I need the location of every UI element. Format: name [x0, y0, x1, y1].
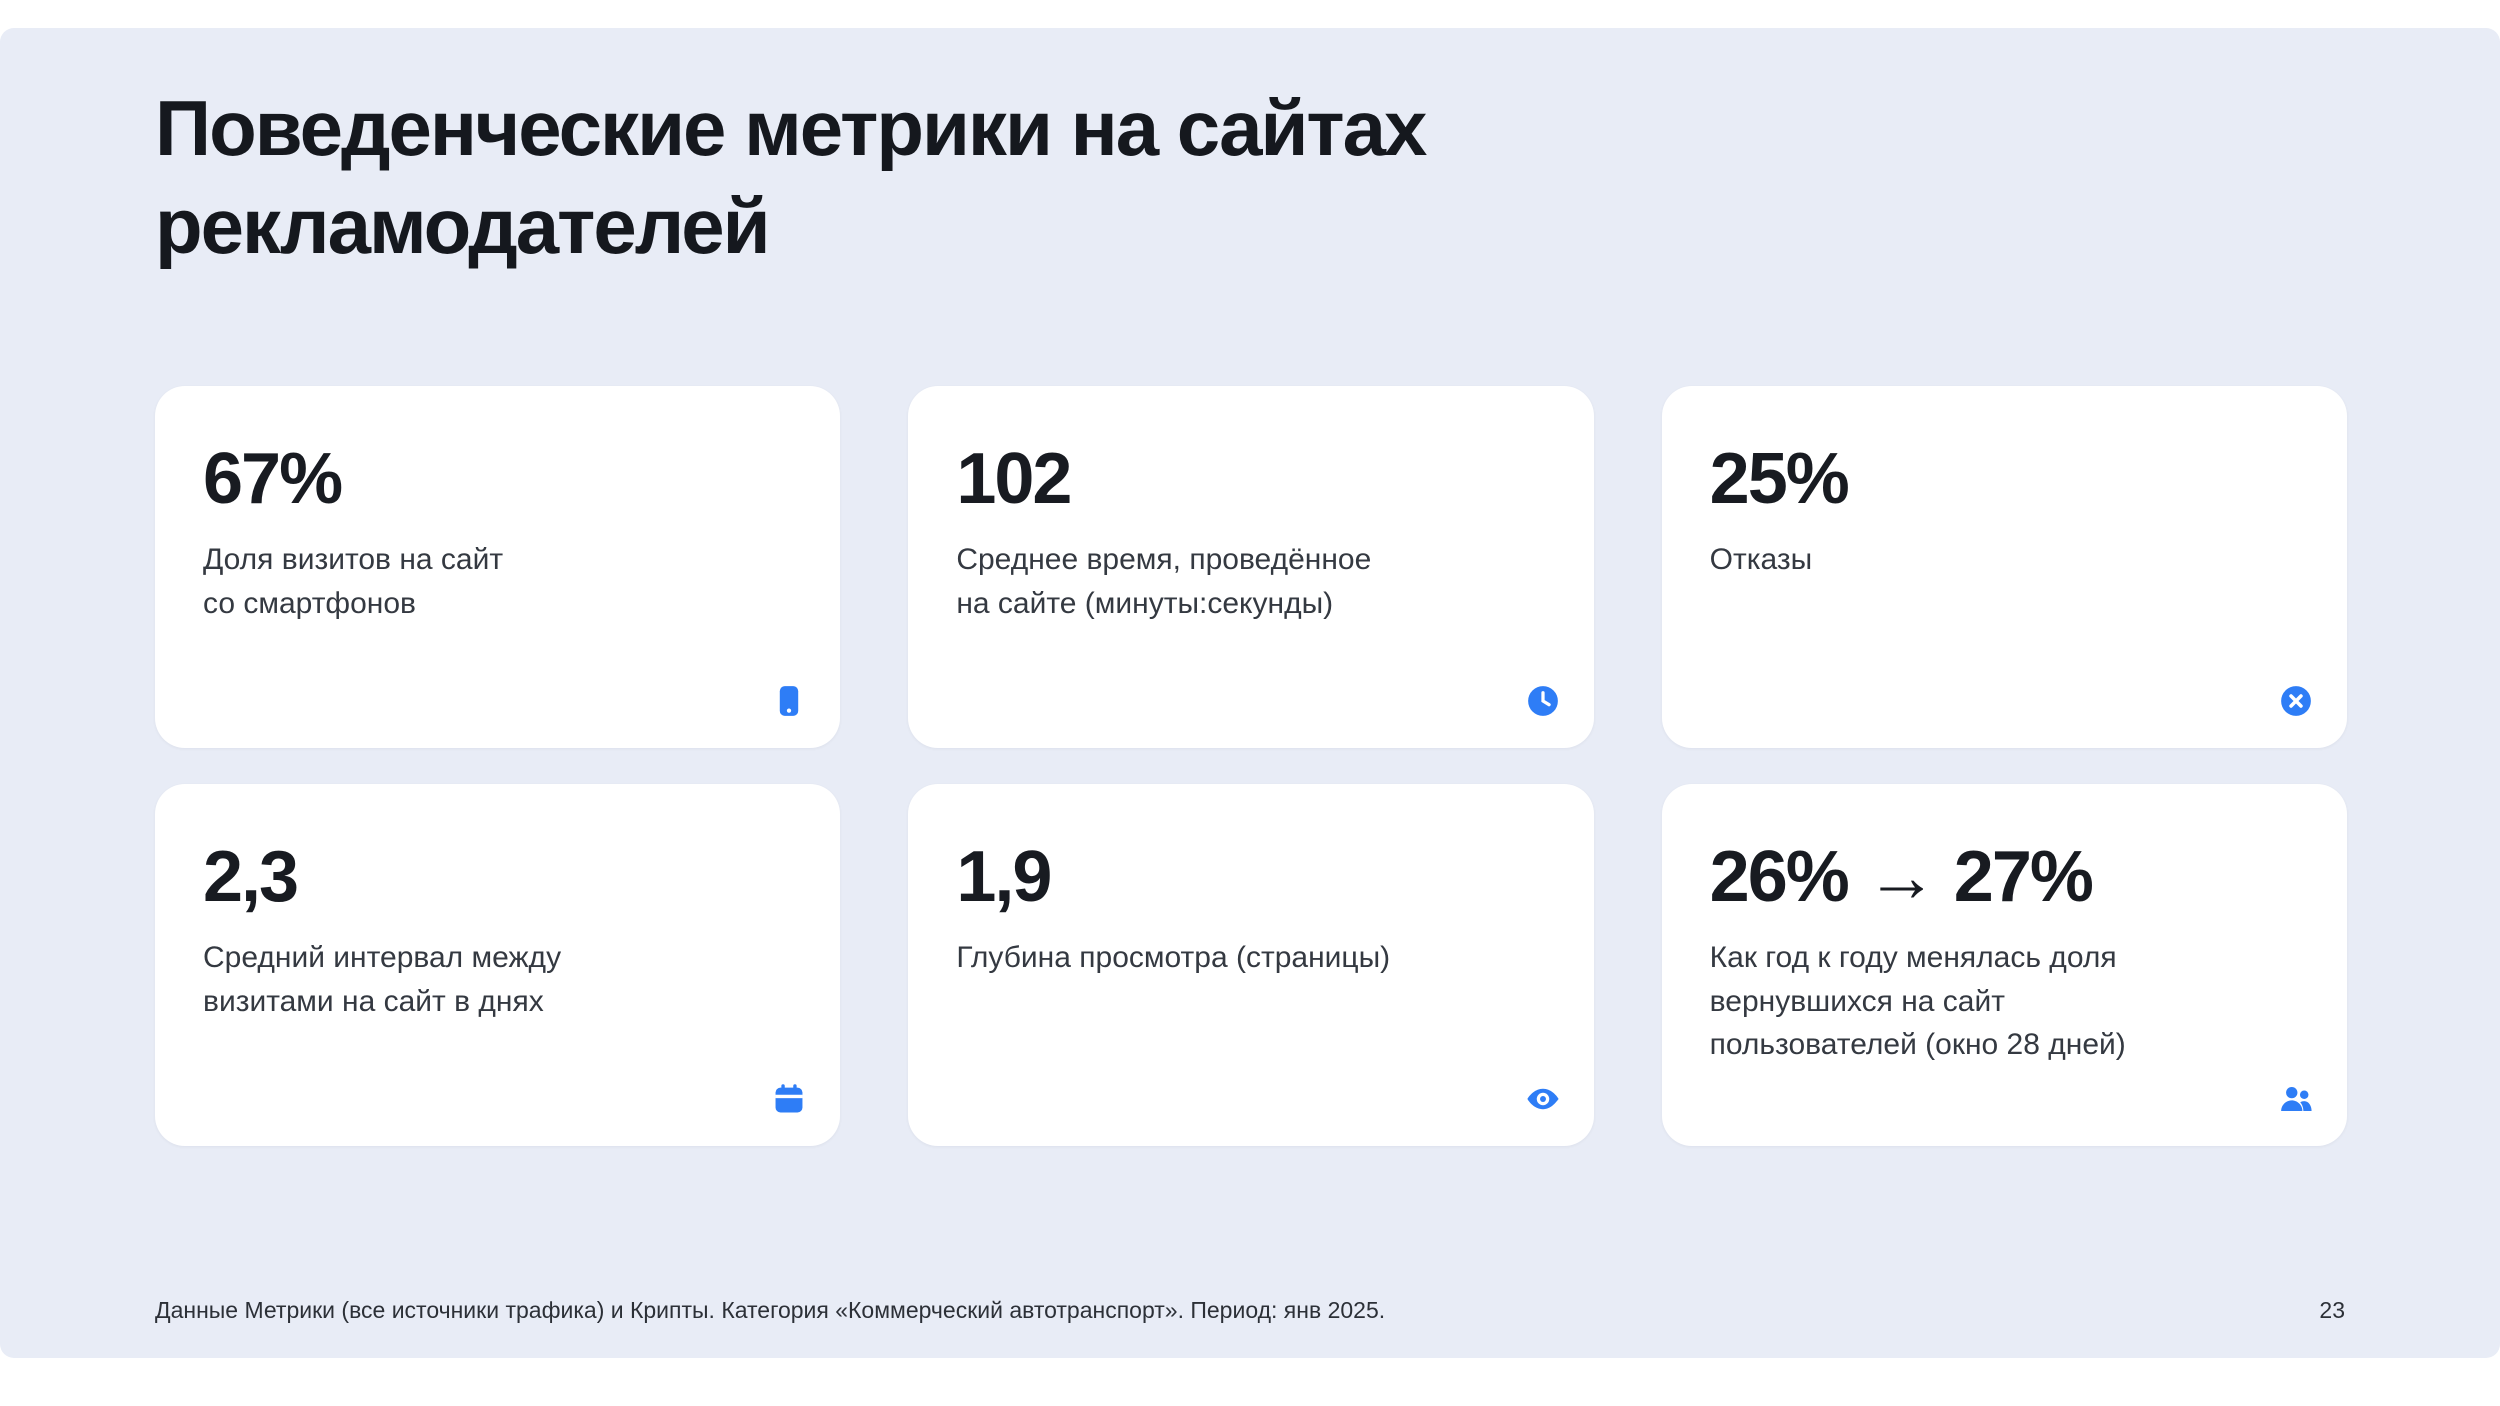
- metrics-grid: 67% Доля визитов на сайт со смартфонов 1…: [155, 386, 2347, 1146]
- x-circle-icon: [2279, 684, 2313, 718]
- card-avg-time-on-site: 102 Среднее время, проведённое на сайте …: [908, 386, 1594, 748]
- card-returning-users: 26% → 27% Как год к году менялась доля в…: [1661, 784, 2347, 1146]
- card-visit-interval: 2,3 Средний интервал между визитами на с…: [155, 784, 841, 1146]
- slide-title: Поведенческие метрики на сайтах рекламод…: [155, 84, 1427, 270]
- metric-value: 67%: [203, 439, 343, 519]
- eye-icon: [1526, 1082, 1560, 1116]
- slide-background: Поведенческие метрики на сайтах рекламод…: [0, 28, 2500, 1358]
- card-view-depth: 1,9 Глубина просмотра (страницы): [908, 784, 1594, 1146]
- metric-value: 2,3: [203, 837, 299, 917]
- metric-value: 1,9: [956, 837, 1052, 917]
- metric-value: 26% → 27%: [1709, 837, 2094, 917]
- metric-value: 25%: [1709, 439, 1850, 519]
- footer-source-note: Данные Метрики (все источники трафика) и…: [155, 1297, 1386, 1323]
- people-icon: [2279, 1082, 2313, 1116]
- metric-value: 102: [956, 439, 1072, 519]
- page-number: 23: [2319, 1297, 2345, 1323]
- card-bounce-rate: 25% Отказы: [1661, 386, 2347, 748]
- metric-label: Средний интервал между визитами на сайт …: [203, 941, 562, 1018]
- smartphone-icon: [772, 684, 806, 718]
- metric-label: Отказы: [1709, 543, 1813, 576]
- card-smartphone-visits: 67% Доля визитов на сайт со смартфонов: [155, 386, 841, 748]
- metric-label: Как год к году менялась доля вернувшихся…: [1709, 941, 2126, 1061]
- metric-label: Доля визитов на сайт со смартфонов: [203, 543, 504, 620]
- metric-label: Глубина просмотра (страницы): [956, 941, 1391, 974]
- metric-label: Среднее время, проведённое на сайте (мин…: [956, 543, 1372, 620]
- clock-icon: [1526, 684, 1560, 718]
- calendar-icon: [772, 1082, 806, 1116]
